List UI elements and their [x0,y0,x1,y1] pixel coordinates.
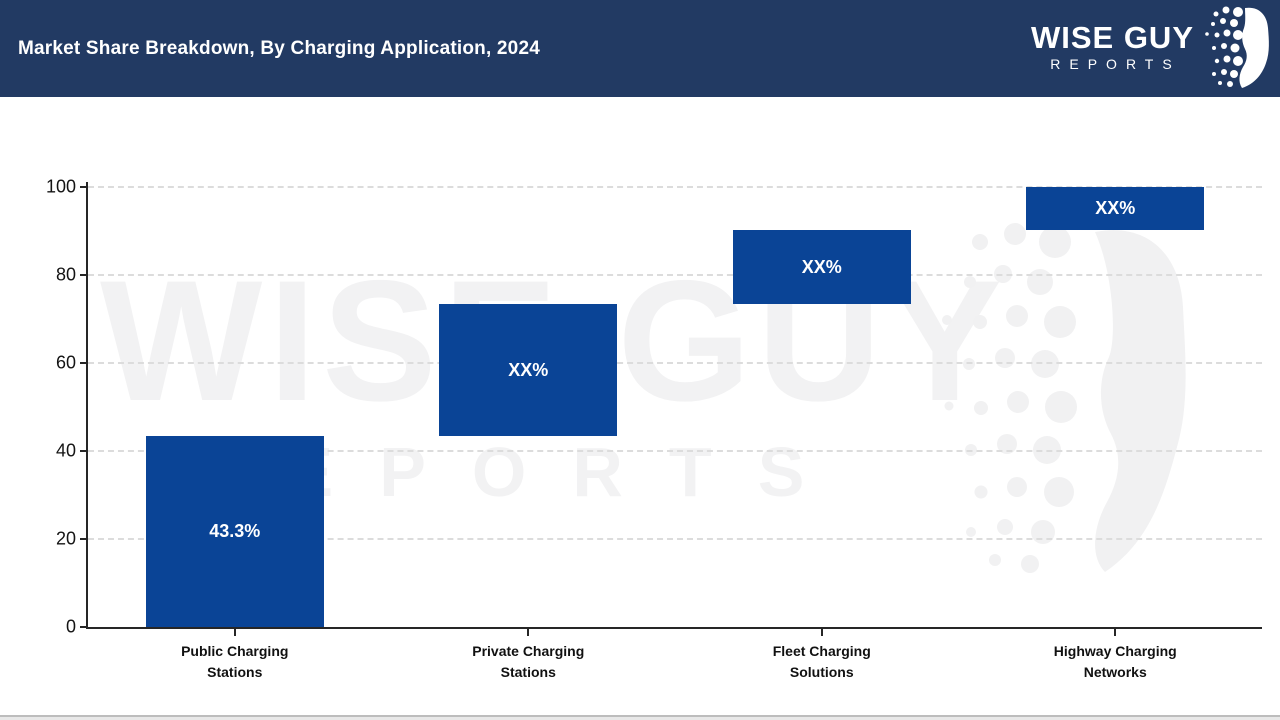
bottom-border [0,715,1280,720]
x-axis-line [86,627,1262,629]
category-label-private-charging-stations: Private Charging Stations [408,641,648,683]
y-tick-label-100: 100 [45,176,76,197]
y-axis-line [86,182,88,629]
gridline-20 [88,538,1262,540]
y-tick-60 [80,362,88,364]
category-label-line: Private Charging [472,643,585,659]
bar-value-label-fleet-charging-solutions: XX% [801,256,842,277]
bar-value-label-public-charging-stations: 43.3% [209,521,261,542]
chart-area: WISE GUY REPORTS 0 20 40 60 80 100 43.3% Public… [0,97,1280,715]
gridline-60 [88,362,1262,364]
logo-subtitle: REPORTS [1050,56,1181,73]
y-tick-label-20: 20 [55,528,76,549]
bar-value-label-highway-charging-networks: XX% [1095,197,1136,218]
category-label-line: Stations [207,664,263,680]
watermark-face-icon [942,223,1186,573]
y-tick-20 [80,538,88,540]
bar-value-label-private-charging-stations: XX% [508,359,549,380]
logo-wordmark: WISE GUY [1030,19,1194,55]
bar-private-charging-stations: XX% [439,304,618,437]
header-bar: Market Share Breakdown, By Charging Appl… [0,0,1280,97]
gridline-100 [88,186,1262,188]
gridline-40 [88,450,1262,452]
category-label-line: Networks [1083,664,1147,680]
category-label-line: Fleet Charging [772,643,871,659]
category-label-highway-charging-networks: Highway Charging Networks [995,641,1235,683]
plot-region: 0 20 40 60 80 100 43.3% Public Charging Stations… [0,97,1280,715]
bar-highway-charging-networks: XX% [1026,187,1205,230]
bar-fleet-charging-solutions: XX% [732,229,911,305]
bar-public-charging-stations: 43.3% [145,436,324,627]
y-tick-label-60: 60 [55,352,76,373]
category-label-line: Solutions [789,664,854,680]
category-label-fleet-charging-solutions: Fleet Charging Solutions [702,641,942,683]
x-tick-fleet-charging-solutions [820,629,823,636]
category-label-line: Stations [500,664,556,680]
page-title: Market Share Breakdown, By Charging Appl… [18,37,540,59]
category-label-public-charging-stations: Public Charging Stations [115,641,355,683]
y-tick-40 [80,450,88,452]
y-tick-80 [80,274,88,276]
wiseguy-logo: WISE GUY REPORTS [1031,4,1272,90]
y-tick-label-40: 40 [55,440,76,461]
gridline-80 [88,274,1262,276]
logo-face-icon [1205,6,1269,88]
y-tick-label-0: 0 [65,616,76,637]
category-label-line: Highway Charging [1053,643,1177,659]
y-tick-0 [80,626,88,628]
x-tick-highway-charging-networks [1114,629,1117,636]
category-label-line: Public Charging [181,643,289,659]
x-tick-public-charging-stations [233,629,236,636]
logo-text: WISE GUY REPORTS [1030,19,1194,73]
y-tick-100 [80,186,88,188]
x-tick-private-charging-stations [527,629,530,636]
y-tick-label-80: 80 [55,264,76,285]
